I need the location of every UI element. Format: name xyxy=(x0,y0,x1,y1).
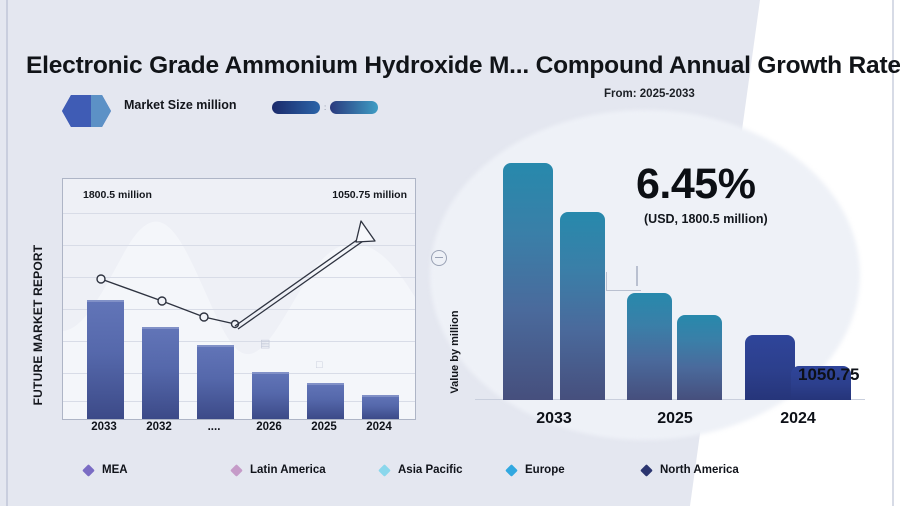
left-bar-2025 xyxy=(307,383,344,419)
legend-marker-icon xyxy=(230,463,243,477)
right-bar-2025-primary xyxy=(627,293,672,400)
right-chart-data-label: 1050.75 xyxy=(798,365,860,384)
circle-minus-icon xyxy=(431,250,447,266)
legend-marker-icon xyxy=(505,463,518,477)
left-chart-end-label: 1050.75 million xyxy=(332,189,407,201)
legend-label: Latin America xyxy=(250,464,326,476)
period-label: From: 2025-2033 xyxy=(604,88,695,100)
pill-pair: : xyxy=(272,101,379,114)
legend-item-mea[interactable]: MEA xyxy=(82,463,232,477)
cagr-value: 6.45% xyxy=(636,160,756,208)
left-xlabel-2: .... xyxy=(207,421,221,433)
left-chart-x-axis: 2033 2032 .... 2026 2025 2024 xyxy=(62,421,414,443)
hexagon-logo-icon xyxy=(62,93,120,129)
brand-label: Market Size million xyxy=(124,98,237,112)
legend-label: North America xyxy=(660,464,739,476)
left-axis-title: FUTURE MARKET REPORT xyxy=(31,244,45,406)
legend: MEA Latin America Asia Pacific Europe No… xyxy=(82,463,739,477)
legend-item-north-america[interactable]: North America xyxy=(640,463,739,477)
right-bar-2025-secondary xyxy=(677,315,722,400)
left-bar-2024 xyxy=(362,395,399,419)
pill-separator: : xyxy=(324,102,327,112)
left-xlabel-3: 2026 xyxy=(256,421,282,433)
pill-right xyxy=(330,101,379,114)
right-rail-divider xyxy=(892,0,894,506)
right-bar-2024-secondary xyxy=(791,366,851,400)
legend-marker-icon xyxy=(82,463,95,477)
left-chart-plot-area: 1800.5 million 1050.75 million ▤ □ xyxy=(62,178,416,420)
ghost-box-icon-1: ▤ xyxy=(260,338,271,350)
left-bar-2033 xyxy=(87,300,124,419)
right-bar-2024-primary xyxy=(745,335,795,400)
right-bar-2033-secondary xyxy=(560,212,605,400)
left-bar-2026 xyxy=(252,372,289,419)
left-bar-dots xyxy=(197,345,234,419)
legend-item-latin-america[interactable]: Latin America xyxy=(230,463,380,477)
left-xlabel-1: 2032 xyxy=(146,421,172,433)
legend-item-asia-pacific[interactable]: Asia Pacific xyxy=(378,463,507,477)
left-xlabel-4: 2025 xyxy=(311,421,337,433)
left-chart-start-label: 1800.5 million xyxy=(83,189,152,201)
right-xlabel-2: 2024 xyxy=(780,410,816,427)
ghost-box-icon-2: □ xyxy=(316,359,323,371)
right-xlabel-1: 2025 xyxy=(657,410,693,427)
left-xlabel-0: 2033 xyxy=(91,421,117,433)
left-chart-trend-line xyxy=(96,220,376,330)
bracket-decoration xyxy=(606,272,641,291)
right-chart-plot-area: 2033 2025 2024 1050.75 xyxy=(455,140,875,430)
right-xlabel-0: 2033 xyxy=(536,410,572,427)
legend-label: MEA xyxy=(102,464,128,476)
left-rail-divider xyxy=(6,0,8,506)
legend-marker-icon xyxy=(640,463,653,477)
left-bar-2032 xyxy=(142,327,179,419)
right-bar-2033-primary xyxy=(503,163,553,400)
bracket-decoration-tick xyxy=(636,266,638,286)
legend-label: Europe xyxy=(525,464,565,476)
legend-marker-icon xyxy=(378,463,391,477)
page-title: Electronic Grade Ammonium Hydroxide M...… xyxy=(26,52,900,79)
pill-left xyxy=(272,101,320,114)
cagr-subtext: (USD, 1800.5 million) xyxy=(644,212,768,226)
left-xlabel-5: 2024 xyxy=(366,421,392,433)
legend-item-europe[interactable]: Europe xyxy=(505,463,642,477)
legend-label: Asia Pacific xyxy=(398,464,463,476)
